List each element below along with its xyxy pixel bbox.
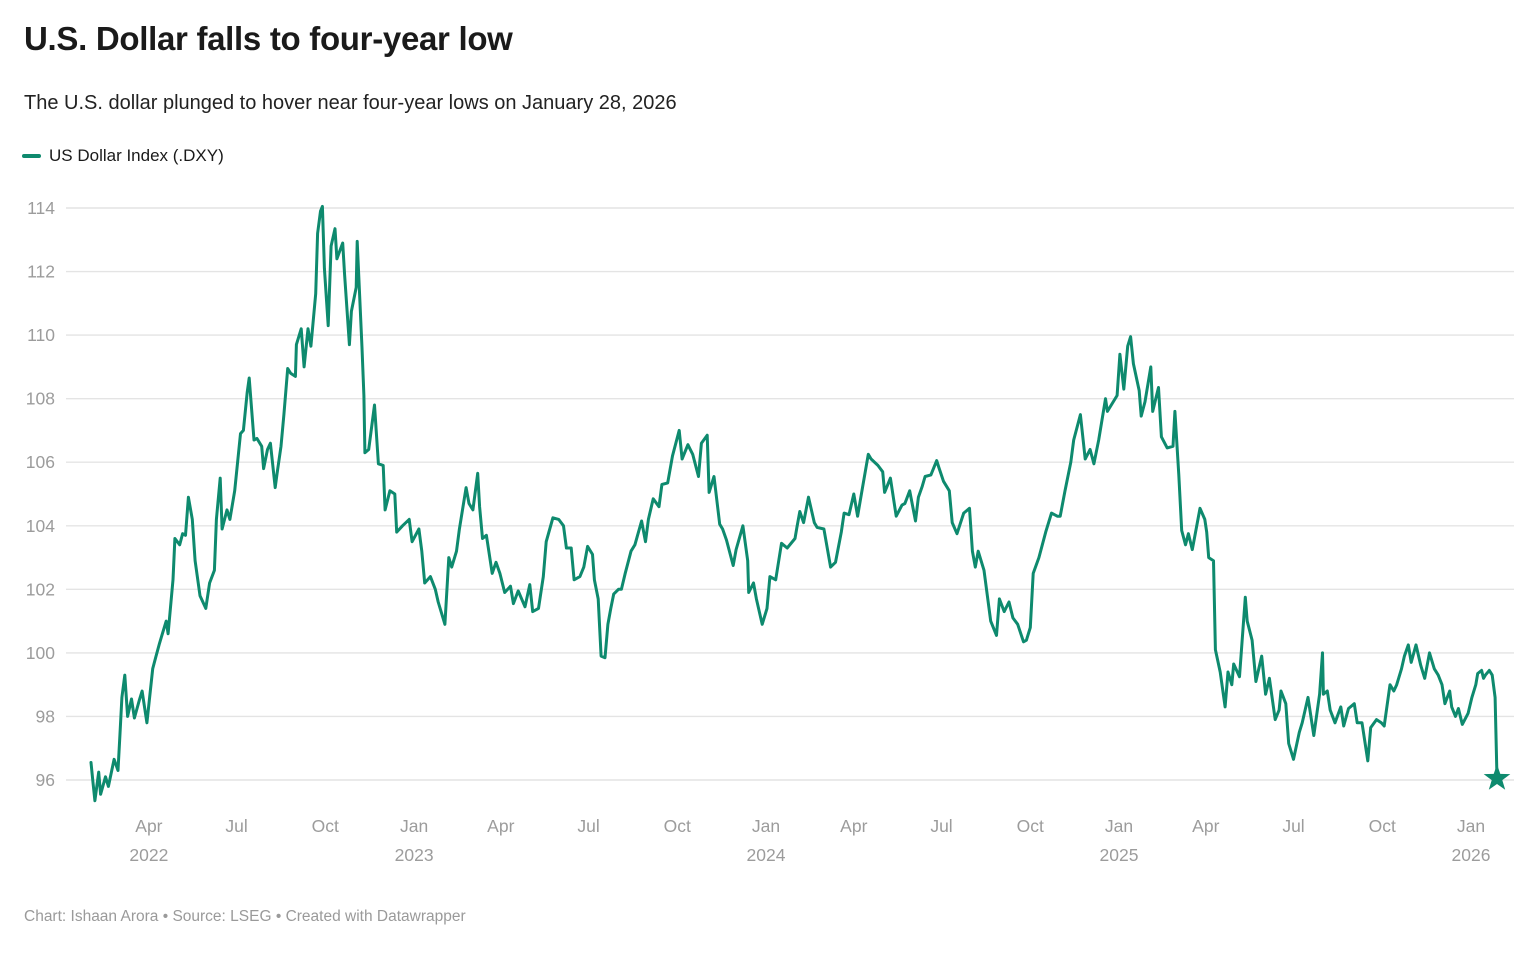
x-axis-tick-label: Jul	[225, 816, 247, 836]
y-axis-tick-label: 98	[36, 706, 55, 726]
x-axis-tick-label: Jul	[1282, 816, 1304, 836]
page-title: U.S. Dollar falls to four-year low	[24, 20, 513, 57]
chart-subtitle: The U.S. dollar plunged to hover near fo…	[24, 92, 677, 114]
x-axis-year-label: 2024	[747, 845, 786, 865]
x-axis-year-label: 2025	[1100, 845, 1139, 865]
x-axis-tick-label: Apr	[135, 816, 162, 836]
x-axis-year-label: 2022	[129, 845, 168, 865]
x-axis-tick-label: Jan	[1105, 816, 1133, 836]
y-axis-tick-label: 96	[36, 770, 55, 790]
y-axis-tick-label: 104	[26, 516, 55, 536]
dxy-series-line	[89, 204, 1499, 803]
y-axis-tick-label: 112	[27, 262, 55, 282]
x-axis-tick-label: Apr	[1192, 816, 1219, 836]
x-axis-tick-label: Jul	[577, 816, 599, 836]
legend-line-swatch	[22, 154, 41, 158]
x-axis-tick-label: Jan	[752, 816, 780, 836]
endpoint-star-marker	[1483, 764, 1511, 790]
y-axis-tick-label: 114	[27, 198, 55, 218]
y-axis-tick-label: 106	[26, 452, 55, 472]
x-axis-year-label: 2026	[1452, 845, 1491, 865]
legend: US Dollar Index (.DXY)	[22, 146, 224, 166]
x-axis-tick-label: Apr	[840, 816, 867, 836]
legend-label: US Dollar Index (.DXY)	[49, 146, 224, 165]
x-axis-tick-label: Jan	[400, 816, 428, 836]
y-axis-tick-label: 102	[26, 579, 55, 599]
x-axis-tick-label: Oct	[664, 816, 691, 836]
y-axis-tick-label: 100	[26, 643, 55, 663]
x-axis-tick-label: Oct	[312, 816, 339, 836]
x-axis-tick-label: Jan	[1457, 816, 1485, 836]
y-axis-tick-label: 110	[27, 325, 55, 345]
x-axis-tick-label: Oct	[1369, 816, 1396, 836]
chart-footer: Chart: Ishaan Arora • Source: LSEG • Cre…	[24, 908, 466, 925]
y-axis-tick-label: 108	[26, 389, 55, 409]
x-axis-tick-label: Apr	[487, 816, 514, 836]
x-axis-tick-label: Jul	[930, 816, 952, 836]
x-axis-tick-label: Oct	[1017, 816, 1044, 836]
x-axis-year-label: 2023	[395, 845, 434, 865]
